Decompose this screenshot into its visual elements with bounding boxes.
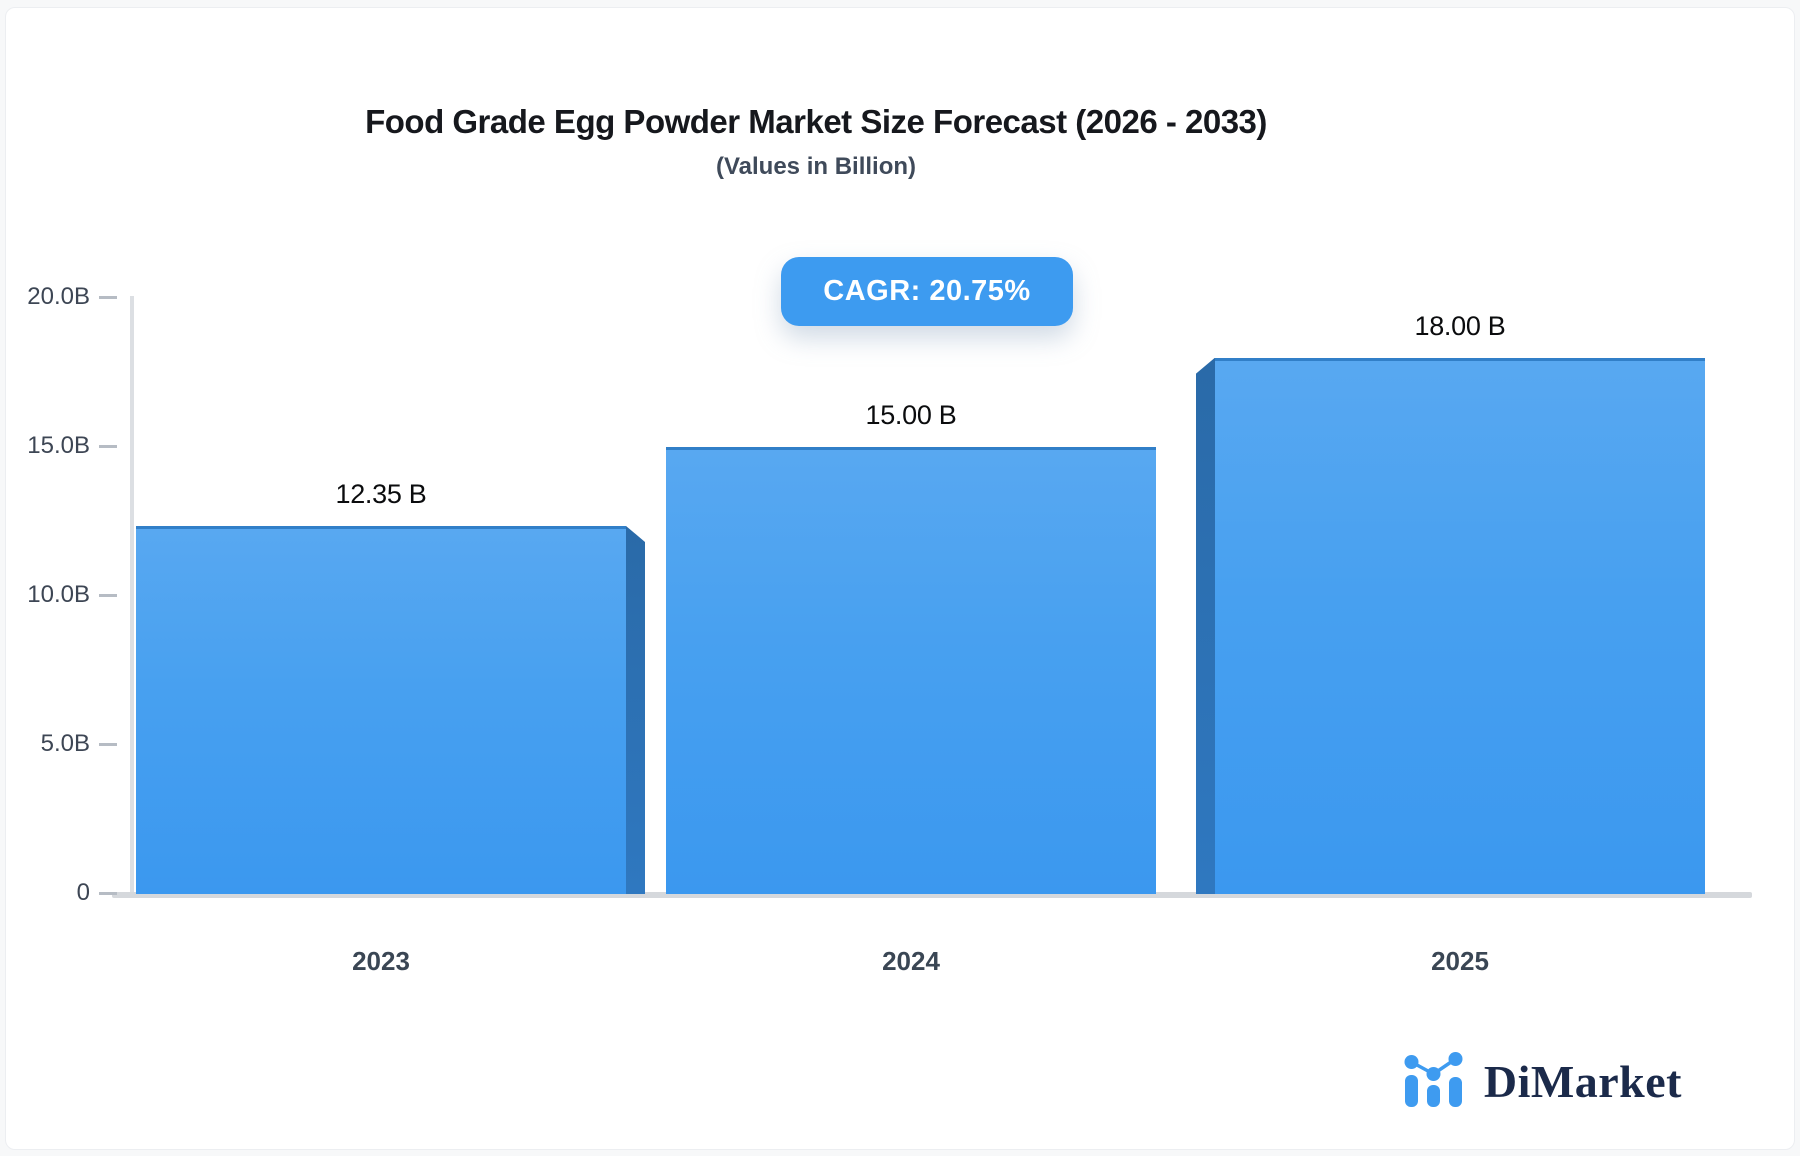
chart-subtitle: (Values in Billion) bbox=[715, 153, 917, 180]
bar-2023 bbox=[136, 525, 626, 894]
dimarket-logo-text: DiMarket bbox=[1483, 1055, 1682, 1107]
chart-title: Food Grade Egg Powder Market Size Foreca… bbox=[365, 103, 1267, 140]
bar-2025 bbox=[1215, 357, 1705, 894]
dimarket-logo-icon bbox=[1404, 1052, 1463, 1107]
y-tick-mark bbox=[99, 594, 117, 597]
x-axis-label-2023: 2023 bbox=[352, 946, 410, 976]
x-axis-label-2025: 2025 bbox=[1431, 946, 1489, 976]
y-tick-mark bbox=[99, 445, 117, 448]
bar-value-label-2023: 12.35 B bbox=[335, 478, 427, 509]
y-tick-mark bbox=[99, 892, 117, 895]
bar-value-label-2025: 18.00 B bbox=[1414, 310, 1506, 341]
y-axis-line bbox=[130, 296, 134, 896]
dimarket-logo: DiMarket bbox=[1398, 1049, 1682, 1113]
y-tick-mark bbox=[99, 743, 117, 746]
x-axis-label-2024: 2024 bbox=[882, 946, 940, 976]
chart-card: Food Grade Egg Powder Market Size Foreca… bbox=[5, 7, 1795, 1150]
y-tick-label-15.0B: 15.0B bbox=[27, 432, 90, 459]
bar-value-label-2024: 15.00 B bbox=[865, 400, 957, 430]
y-tick-label-5.0B: 5.0B bbox=[40, 730, 90, 757]
x-axis-line bbox=[112, 892, 1752, 898]
y-tick-label-0: 0 bbox=[76, 879, 90, 906]
bar-side-face-2023 bbox=[626, 525, 645, 894]
bar-2024 bbox=[666, 447, 1156, 894]
bar-side-face-2025 bbox=[1196, 357, 1215, 894]
cagr-badge: CAGR: 20.75% bbox=[781, 257, 1073, 326]
y-tick-mark bbox=[99, 296, 117, 299]
y-tick-label-20.0B: 20.0B bbox=[27, 283, 90, 310]
y-tick-label-10.0B: 10.0B bbox=[27, 581, 90, 608]
